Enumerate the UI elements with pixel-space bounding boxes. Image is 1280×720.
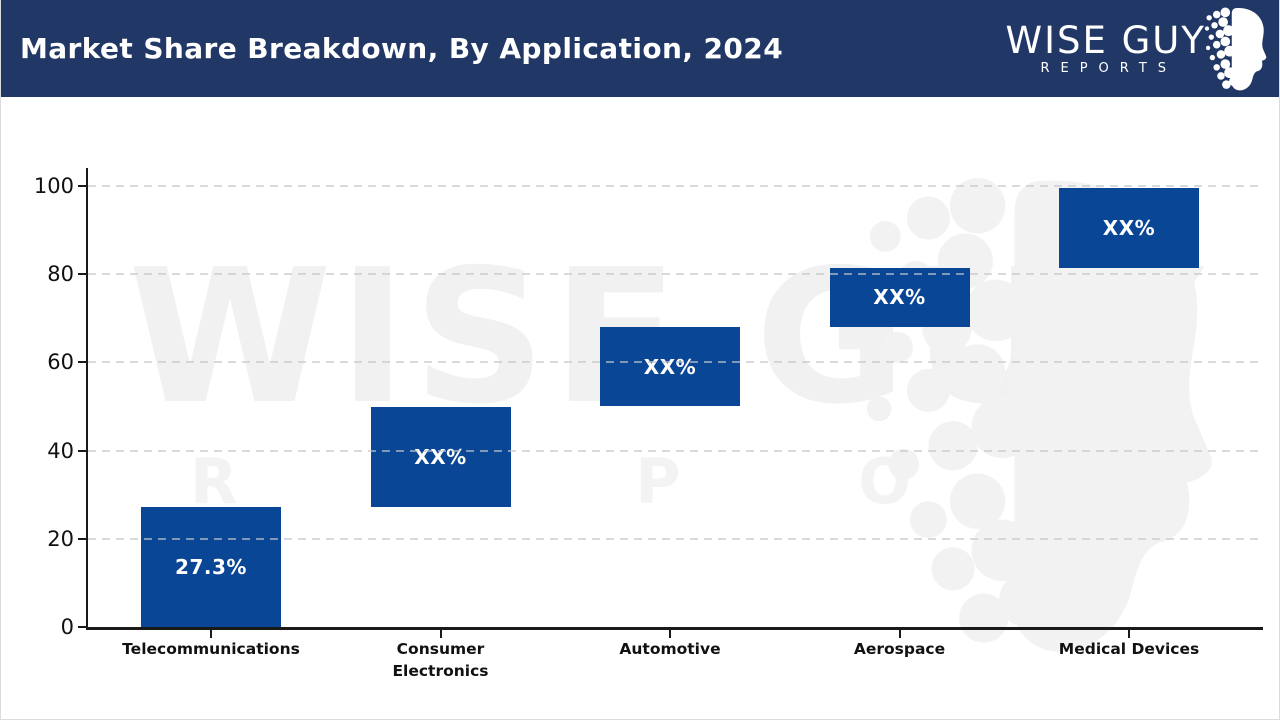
bar-value-label: XX% (873, 285, 926, 310)
x-tick-mark-0 (210, 630, 212, 638)
x-category-label-0: Telecommunications (122, 640, 300, 658)
y-tick-label-0: 0 (60, 615, 74, 639)
logo-subtitle: REPORTS (1040, 61, 1178, 77)
y-tick-label-40: 40 (47, 438, 74, 463)
x-axis-line (86, 627, 1263, 630)
gridline-80 (88, 273, 1262, 276)
bar-value-label: XX% (414, 444, 467, 469)
x-tick-mark-1 (439, 630, 442, 638)
y-tick-label-80: 80 (47, 262, 74, 287)
x-category-label-2: Automotive (619, 640, 721, 658)
y-tick-mark-80 (78, 273, 86, 276)
y-tick-mark-0 (78, 626, 86, 628)
y-tick-mark-60 (78, 361, 86, 364)
bar-value-label: 27.3% (175, 554, 247, 579)
logo-head-icon (1204, 7, 1267, 91)
bar-consumer-electronics: XX% (370, 406, 511, 507)
x-category-label-4: Medical Devices (1058, 640, 1200, 658)
chart-area: WISE GUY R E P O R T S 02040608010027.3%… (0, 97, 1280, 720)
watermark-head-icon (860, 178, 1212, 652)
y-tick-mark-40 (78, 449, 86, 452)
gridline-60 (88, 361, 1262, 364)
bar-aerospace: XX% (829, 267, 970, 328)
logo-wordmark: WISE GUY (1005, 18, 1206, 62)
y-tick-label-60: 60 (47, 350, 74, 375)
gridline-40 (88, 449, 1262, 452)
x-tick-mark-3 (898, 630, 901, 638)
gridline-100 (88, 185, 1262, 187)
x-category-label-1: Consumer Electronics (392, 640, 489, 680)
bar-telecommunications: 27.3% (141, 506, 281, 627)
gridline-20 (88, 537, 1262, 540)
header-bar: Market Share Breakdown, By Application, … (0, 0, 1280, 97)
y-axis-line (86, 168, 88, 627)
y-tick-mark-20 (78, 537, 86, 540)
bar-automotive: XX% (600, 327, 740, 407)
x-category-label-3: Aerospace (853, 640, 946, 658)
y-tick-label-100: 100 (33, 174, 74, 198)
x-tick-mark-4 (1128, 630, 1130, 638)
logo-text: WISE GUY REPORTS (1005, 18, 1206, 77)
x-tick-mark-2 (669, 630, 671, 638)
bar-medical-devices: XX% (1059, 188, 1199, 268)
y-tick-label-20: 20 (47, 526, 74, 551)
brand-logo: WISE GUY REPORTS (1006, 6, 1268, 92)
bar-value-label: XX% (1102, 215, 1156, 240)
bar-value-label: XX% (643, 354, 697, 379)
page-title: Market Share Breakdown, By Application, … (20, 32, 784, 65)
y-tick-mark-100 (78, 185, 86, 187)
